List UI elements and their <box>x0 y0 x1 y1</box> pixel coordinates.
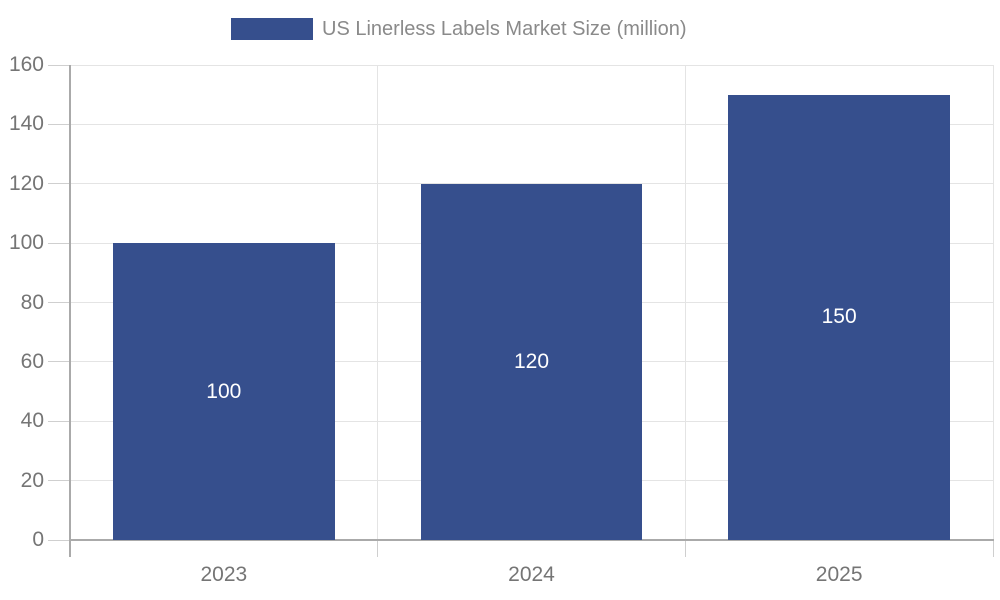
y-axis-line <box>69 65 71 557</box>
bar <box>728 94 950 540</box>
x-tick-label: 2024 <box>508 563 555 586</box>
y-axis-tick <box>48 539 70 541</box>
y-tick-label: 20 <box>20 468 44 492</box>
legend-label[interactable]: US Linerless Labels Market Size (million… <box>322 18 687 40</box>
y-axis-tick <box>48 242 70 244</box>
bar-value-label: 100 <box>206 379 242 403</box>
y-tick-label: 120 <box>8 171 44 195</box>
x-gridline <box>684 65 686 540</box>
y-axis-tick <box>48 183 70 185</box>
y-axis-tick <box>48 420 70 422</box>
y-axis-tick <box>48 64 70 66</box>
y-tick-label: 0 <box>32 528 44 551</box>
y-tick-label: 60 <box>20 349 44 373</box>
x-tick-label: 2025 <box>815 563 863 586</box>
y-axis-tick <box>48 123 70 125</box>
y-gridline <box>70 64 993 66</box>
y-axis-tick <box>48 480 70 482</box>
x-axis-tick <box>684 540 686 557</box>
y-tick-label: 40 <box>20 409 44 433</box>
x-gridline <box>992 65 994 540</box>
y-gridline <box>70 123 993 125</box>
y-axis-tick <box>48 361 70 363</box>
legend-item[interactable]: US Linerless Labels Market Size (million… <box>231 16 687 42</box>
legend-swatch[interactable] <box>231 18 313 40</box>
bar-value-label: 150 <box>821 305 857 329</box>
x-axis-line <box>69 539 994 541</box>
y-tick-label: 80 <box>20 290 44 314</box>
y-axis-tick <box>48 302 70 303</box>
y-tick-label: 160 <box>8 53 44 76</box>
x-tick-label: 2023 <box>200 563 248 586</box>
bar-value-label: 120 <box>513 349 550 373</box>
x-axis-tick <box>377 540 379 557</box>
bar <box>113 243 335 540</box>
bar <box>420 183 643 540</box>
x-gridline <box>377 65 379 540</box>
y-tick-label: 140 <box>8 112 44 136</box>
x-axis-tick <box>992 540 994 557</box>
y-tick-label: 100 <box>8 231 44 255</box>
